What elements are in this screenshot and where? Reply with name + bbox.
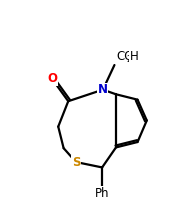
Text: Ph: Ph [95, 187, 109, 200]
Text: N: N [98, 83, 108, 96]
Text: 2: 2 [126, 55, 132, 64]
Text: O: O [47, 72, 57, 85]
Text: H: H [130, 50, 139, 63]
Text: CO: CO [116, 50, 134, 63]
Text: S: S [72, 156, 80, 169]
